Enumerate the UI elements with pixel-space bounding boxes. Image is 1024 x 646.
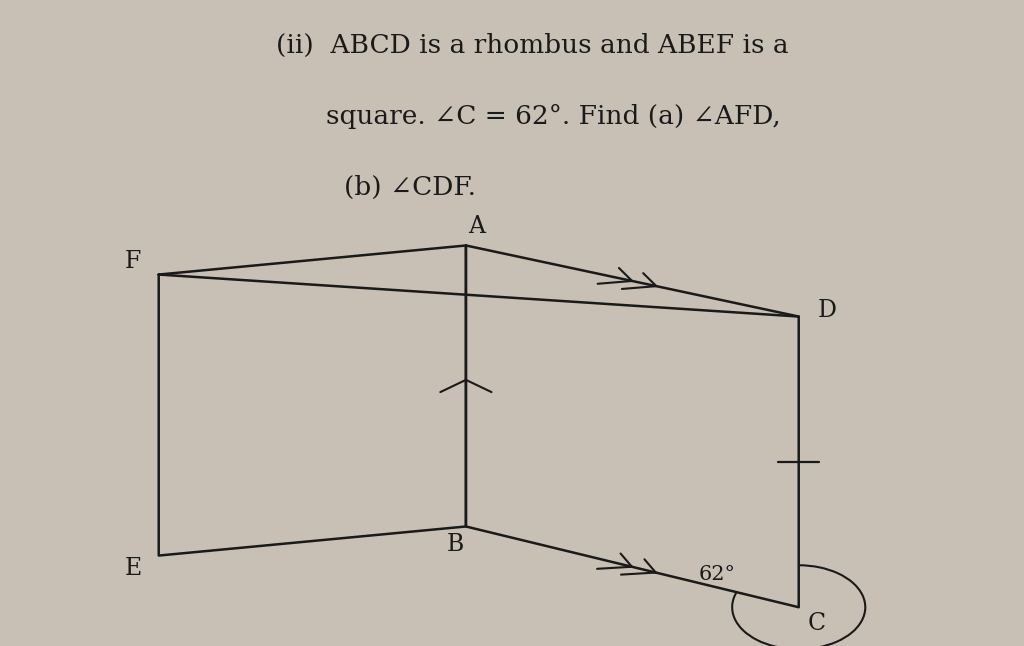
Text: F: F: [125, 250, 141, 273]
Text: (ii)  ABCD is a rhombus and ABEF is a: (ii) ABCD is a rhombus and ABEF is a: [276, 33, 788, 57]
Text: A: A: [468, 214, 484, 238]
Text: D: D: [818, 298, 837, 322]
Text: C: C: [808, 612, 826, 635]
Text: (b) ∠CDF.: (b) ∠CDF.: [344, 175, 475, 200]
Text: E: E: [125, 557, 141, 580]
Text: 62°: 62°: [698, 565, 735, 585]
Text: square. ∠C = 62°. Find (a) ∠AFD,: square. ∠C = 62°. Find (a) ∠AFD,: [326, 104, 780, 129]
Text: B: B: [447, 533, 464, 556]
